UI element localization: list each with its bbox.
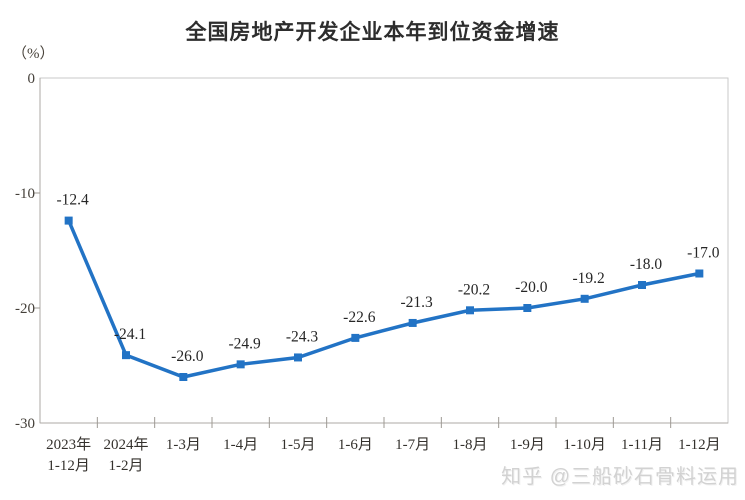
data-point-label: -26.0 bbox=[171, 348, 204, 365]
data-point-marker bbox=[523, 304, 532, 312]
y-tick-label: -30 bbox=[15, 416, 35, 432]
data-point-marker bbox=[695, 269, 704, 278]
data-point-marker bbox=[122, 351, 130, 360]
plot-area-border bbox=[39, 77, 729, 424]
data-point-label: -17.0 bbox=[687, 245, 720, 262]
data-point-marker bbox=[408, 318, 417, 327]
x-category-label: 1-8月 bbox=[453, 437, 488, 453]
data-point-label: -19.2 bbox=[573, 270, 605, 287]
data-point-marker bbox=[294, 353, 302, 362]
data-point-marker bbox=[64, 216, 73, 225]
x-category-label: 1-12月 bbox=[47, 458, 90, 474]
x-category-label: 1-5月 bbox=[281, 437, 316, 453]
data-point-marker bbox=[236, 360, 245, 369]
data-point-label: -24.9 bbox=[229, 335, 262, 352]
data-point-label: -12.4 bbox=[57, 192, 90, 209]
data-point-label: -21.3 bbox=[401, 294, 434, 311]
series-line bbox=[67, 219, 700, 379]
x-category-label: 1-6月 bbox=[338, 437, 373, 453]
y-tick-label: -20 bbox=[15, 301, 35, 317]
y-tick-label: 0 bbox=[28, 71, 36, 87]
chart-title: 全国房地产开发企业本年到位资金增速 bbox=[185, 21, 560, 44]
y-tick-label: -10 bbox=[15, 186, 35, 202]
x-category-label: 1-9月 bbox=[510, 437, 545, 453]
x-category-label: 2024年 bbox=[103, 436, 148, 453]
data-point-label: -20.0 bbox=[515, 279, 548, 296]
x-category-label: 1-11月 bbox=[621, 437, 663, 453]
x-category-label: 2023年 bbox=[46, 436, 91, 453]
data-point-label: -20.2 bbox=[458, 281, 490, 298]
data-point-label: -22.6 bbox=[343, 309, 376, 326]
data-point-marker bbox=[638, 281, 646, 289]
x-category-label: 1-4月 bbox=[223, 437, 258, 453]
data-point-label: -24.3 bbox=[286, 328, 319, 345]
data-point-label: -24.1 bbox=[114, 326, 146, 343]
data-point-marker bbox=[580, 294, 589, 303]
data-point-label: -18.0 bbox=[630, 256, 663, 273]
data-point-marker bbox=[351, 333, 360, 342]
data-point-marker bbox=[179, 373, 188, 381]
y-axis-unit-label: （%） bbox=[12, 46, 55, 62]
x-category-label: 1-7月 bbox=[395, 437, 430, 453]
x-category-label: 1-3月 bbox=[166, 437, 201, 453]
watermark: 知乎 @三船砂石骨料运用 bbox=[501, 466, 739, 488]
x-category-label: 1-2月 bbox=[109, 458, 144, 474]
x-category-label: 1-12月 bbox=[678, 437, 721, 453]
data-point-marker bbox=[466, 306, 474, 315]
x-category-label: 1-10月 bbox=[563, 437, 606, 453]
